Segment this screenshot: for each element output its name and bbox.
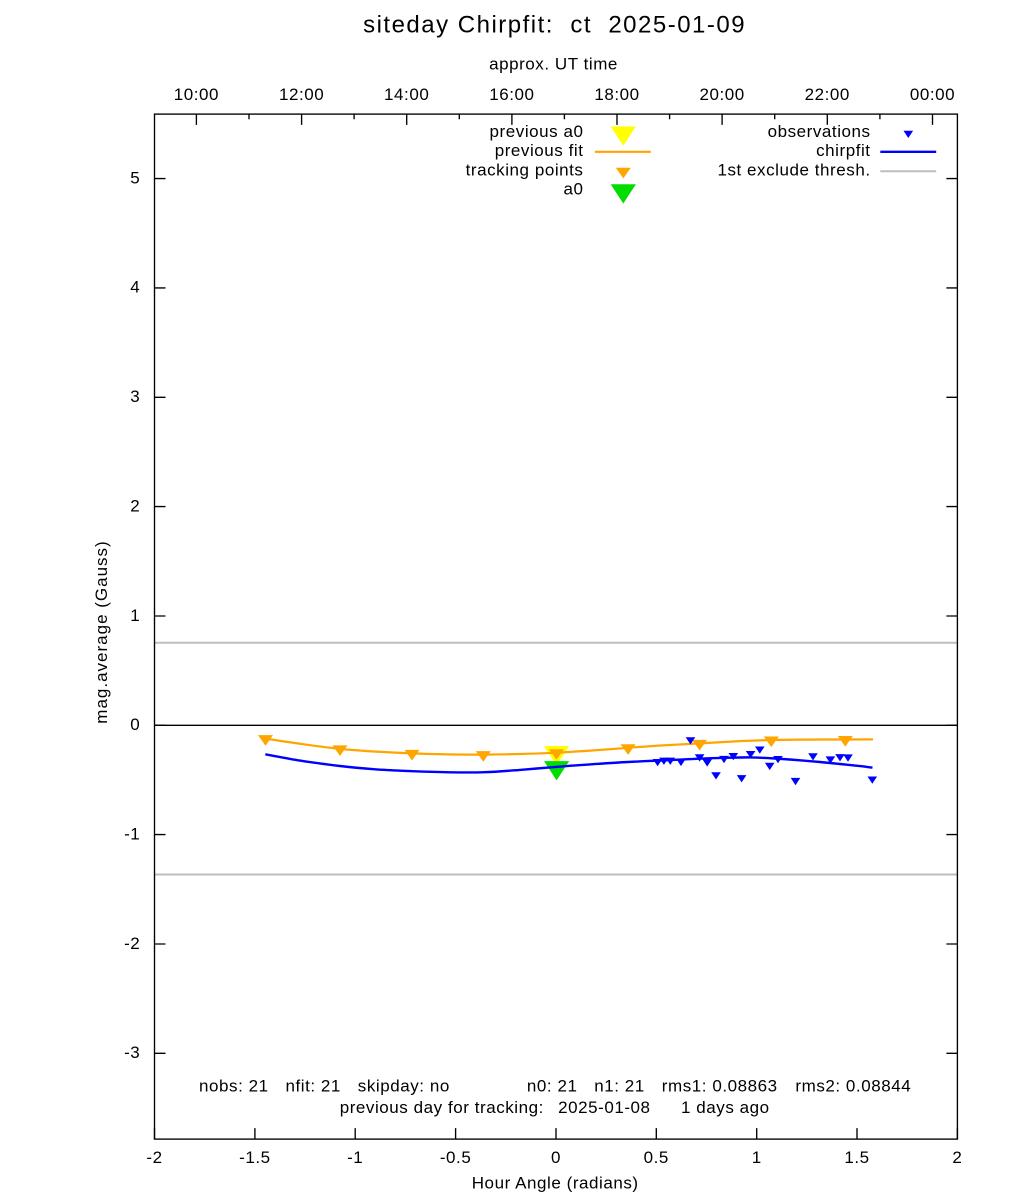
- svg-text:a0: a0: [563, 180, 583, 199]
- svg-text:0.5: 0.5: [644, 1148, 669, 1167]
- svg-text:2: 2: [952, 1148, 962, 1167]
- svg-text:0: 0: [551, 1148, 561, 1167]
- svg-text:2: 2: [130, 496, 140, 515]
- svg-text:5: 5: [130, 168, 140, 187]
- svg-text:siteday Chirpfit: ct 2025-01: siteday Chirpfit: ct 2025-01-09: [363, 11, 746, 38]
- svg-text:-3: -3: [124, 1043, 140, 1062]
- svg-text:n0: 21: n0: 21: [527, 1077, 578, 1096]
- svg-text:rms1: 0.08863: rms1: 0.08863: [662, 1077, 778, 1096]
- svg-text:previous a0: previous a0: [490, 122, 584, 141]
- svg-text:12:00: 12:00: [279, 85, 324, 104]
- svg-text:mag.average (Gauss): mag.average (Gauss): [92, 540, 111, 723]
- svg-text:-0.5: -0.5: [440, 1148, 472, 1167]
- svg-text:18:00: 18:00: [594, 85, 639, 104]
- svg-text:nobs: 21: nobs: 21: [199, 1077, 269, 1096]
- svg-text:-1.5: -1.5: [239, 1148, 271, 1167]
- svg-text:3: 3: [130, 387, 140, 406]
- svg-text:20:00: 20:00: [699, 85, 744, 104]
- svg-text:nfit: 21: nfit: 21: [286, 1077, 341, 1096]
- svg-text:1.5: 1.5: [844, 1148, 869, 1167]
- svg-text:1 days ago: 1 days ago: [681, 1098, 770, 1117]
- svg-text:previous fit: previous fit: [495, 141, 584, 160]
- svg-text:-2: -2: [124, 934, 140, 953]
- svg-text:00:00: 00:00: [910, 85, 955, 104]
- svg-text:n1: 21: n1: 21: [594, 1077, 645, 1096]
- svg-text:previous day for tracking:: previous day for tracking:: [340, 1098, 544, 1117]
- svg-text:0: 0: [130, 715, 140, 734]
- svg-text:tracking points: tracking points: [466, 160, 584, 179]
- svg-text:2025-01-08: 2025-01-08: [558, 1098, 650, 1117]
- svg-text:22:00: 22:00: [805, 85, 850, 104]
- svg-text:-1: -1: [347, 1148, 363, 1167]
- svg-text:approx. UT time: approx. UT time: [489, 55, 618, 74]
- svg-text:Hour Angle (radians): Hour Angle (radians): [472, 1173, 639, 1192]
- svg-text:4: 4: [130, 278, 140, 297]
- svg-text:-1: -1: [124, 824, 140, 843]
- svg-text:1st exclude thresh.: 1st exclude thresh.: [717, 160, 870, 179]
- svg-text:skipday: no: skipday: no: [358, 1077, 450, 1096]
- svg-text:16:00: 16:00: [489, 85, 534, 104]
- svg-text:observations: observations: [768, 122, 871, 141]
- svg-text:rms2: 0.08844: rms2: 0.08844: [795, 1077, 911, 1096]
- svg-text:-2: -2: [146, 1148, 162, 1167]
- svg-text:1: 1: [130, 606, 140, 625]
- svg-text:chirpfit: chirpfit: [816, 141, 870, 160]
- svg-text:10:00: 10:00: [174, 85, 219, 104]
- svg-text:14:00: 14:00: [384, 85, 429, 104]
- svg-text:1: 1: [752, 1148, 762, 1167]
